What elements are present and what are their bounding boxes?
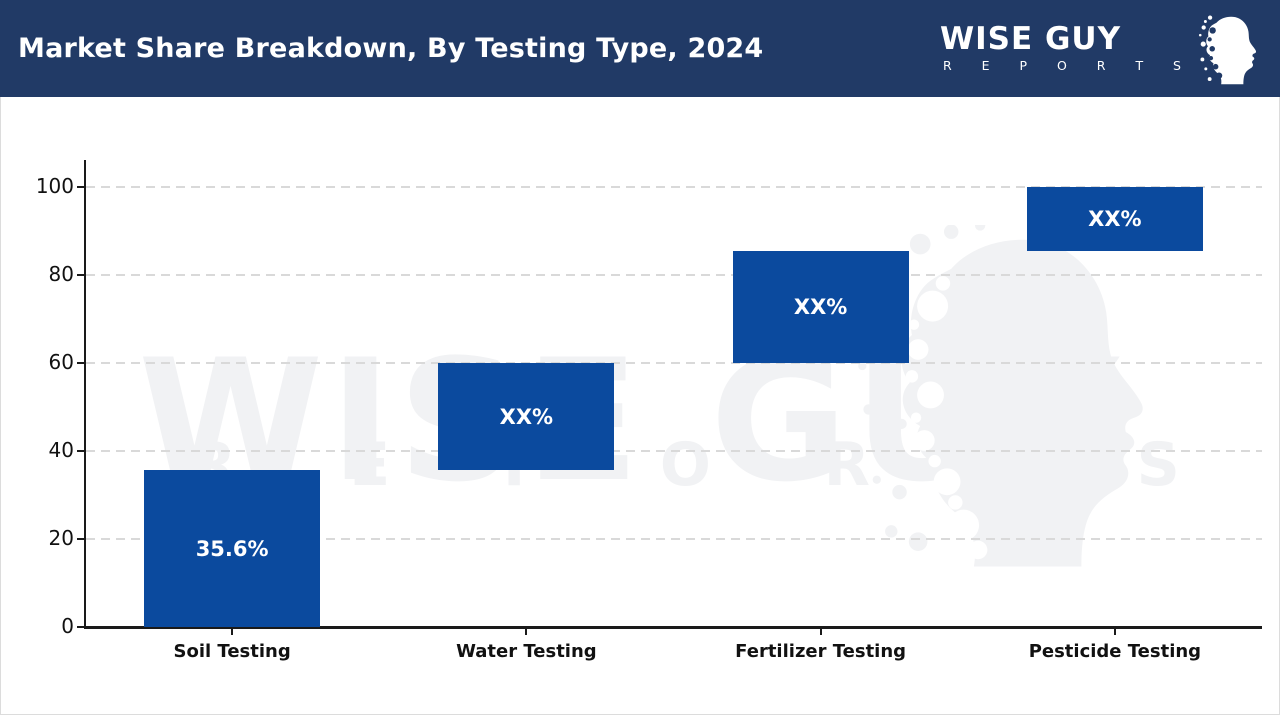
x-tick bbox=[1113, 627, 1116, 635]
gridline-40 bbox=[86, 450, 1262, 452]
bar-label: 35.6% bbox=[195, 536, 269, 561]
gridline-100 bbox=[86, 186, 1262, 188]
brand-head-icon bbox=[1198, 15, 1257, 84]
gridline-80 bbox=[86, 274, 1262, 276]
y-tick-40 bbox=[77, 450, 84, 452]
brand-logo-text: WISE GUY R E P O R T S bbox=[940, 24, 1194, 73]
brand-tagline: R E P O R T S bbox=[942, 58, 1194, 74]
brand-logo: WISE GUY R E P O R T S bbox=[940, 13, 1260, 85]
x-tick bbox=[819, 627, 822, 635]
y-tick-label: 60 bbox=[48, 350, 74, 374]
y-tick-80 bbox=[77, 274, 84, 276]
y-tick-20 bbox=[77, 538, 84, 540]
x-axis-line bbox=[84, 626, 1262, 629]
bar-label: XX% bbox=[793, 294, 848, 319]
brand-name: WISE GUY bbox=[939, 21, 1122, 58]
gridline-60 bbox=[86, 362, 1262, 364]
bar-2 bbox=[732, 250, 909, 363]
bar-0 bbox=[144, 470, 321, 627]
x-tick bbox=[525, 627, 528, 635]
y-tick-60 bbox=[77, 362, 84, 364]
bar-1 bbox=[438, 363, 615, 471]
y-tick-label: 40 bbox=[48, 438, 74, 462]
bar-label: XX% bbox=[1088, 206, 1142, 231]
y-tick-label: 80 bbox=[48, 262, 74, 286]
gridline-20 bbox=[86, 538, 1262, 540]
x-category-label: Fertilizer Testing bbox=[735, 641, 907, 662]
x-category-label: Soil Testing bbox=[173, 641, 291, 662]
y-tick-100 bbox=[77, 186, 84, 188]
header-bar: Market Share Breakdown, By Testing Type,… bbox=[0, 0, 1280, 97]
y-tick-label: 100 bbox=[35, 174, 74, 198]
y-axis-line bbox=[84, 160, 86, 628]
page-title: Market Share Breakdown, By Testing Type,… bbox=[18, 33, 764, 64]
x-tick bbox=[231, 627, 234, 635]
y-tick-label: 0 bbox=[61, 614, 74, 638]
x-category-label: Water Testing bbox=[456, 641, 597, 662]
y-tick-0 bbox=[77, 626, 84, 628]
y-tick-label: 20 bbox=[48, 526, 74, 550]
x-category-label: Pesticide Testing bbox=[1028, 641, 1202, 662]
bar-label: XX% bbox=[499, 404, 554, 429]
bar-3 bbox=[1026, 187, 1203, 251]
